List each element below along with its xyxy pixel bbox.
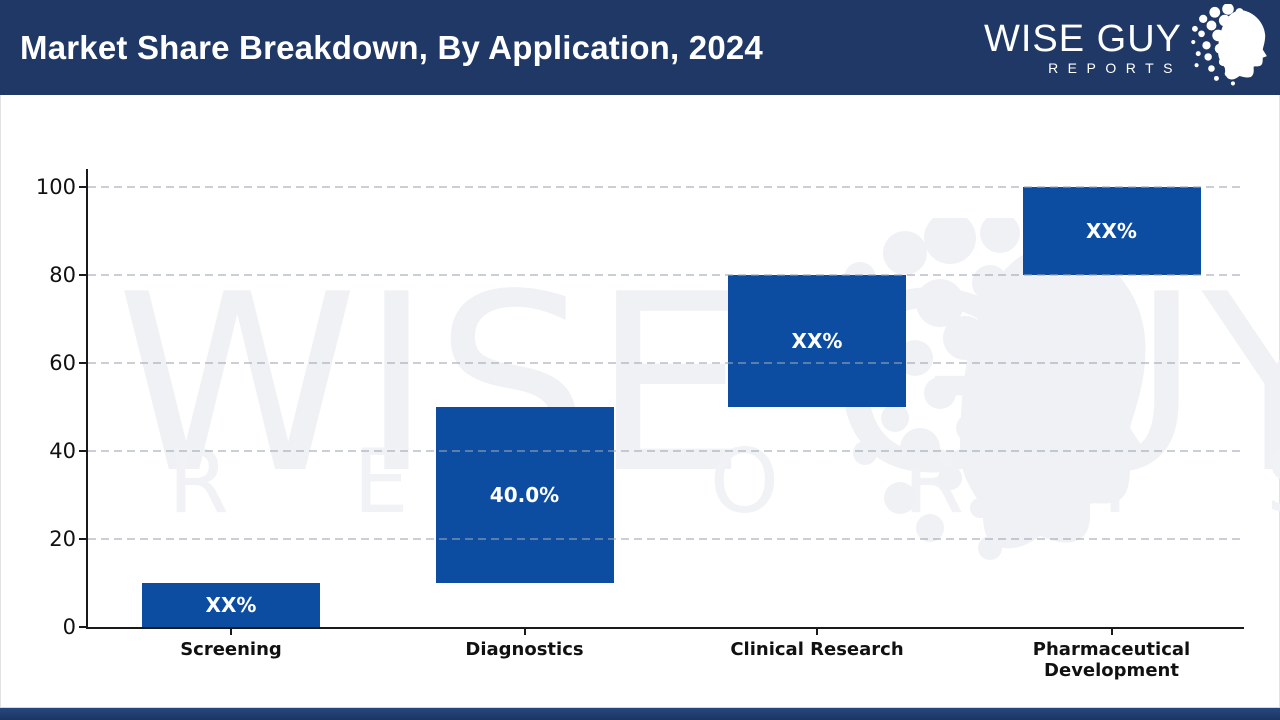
- header-bar: Market Share Breakdown, By Application, …: [0, 0, 1280, 95]
- gridline-40: [88, 450, 1244, 452]
- gridline-80: [88, 274, 1244, 276]
- gridline-20: [88, 538, 1244, 540]
- x-axis-tick: [816, 628, 818, 635]
- bar-segment: [142, 583, 320, 627]
- y-axis-tick-20: [79, 538, 88, 540]
- watermark-head-graphic: [844, 218, 1150, 560]
- x-axis-category-label: Diagnostics: [465, 639, 584, 660]
- logo-head-icon: [1191, 4, 1267, 86]
- y-axis-tick-0: [79, 626, 88, 628]
- x-axis-tick: [1110, 628, 1113, 635]
- logo-wordmark-line1: WISE GUY: [983, 17, 1182, 60]
- bar-segment: [435, 407, 614, 583]
- bar-segment: [728, 275, 906, 407]
- x-axis-category-label: Pharmaceutical Development: [1032, 639, 1191, 681]
- x-axis-line: [86, 627, 1244, 629]
- gridline-60: [88, 362, 1244, 364]
- x-axis-category-label: Clinical Research: [730, 639, 904, 660]
- y-axis-tick-80: [79, 274, 88, 276]
- x-axis-tick: [230, 628, 232, 635]
- chart-title: Market Share Breakdown, By Application, …: [20, 28, 763, 66]
- footer-bar: [0, 707, 1280, 720]
- y-axis-tick-100: [79, 186, 88, 188]
- logo-wordmark: WISE GUY REPORTS: [984, 19, 1182, 76]
- y-axis-tick-label-60: 60: [49, 351, 76, 375]
- x-axis-category-label: Screening: [180, 639, 282, 660]
- y-axis-tick-label-0: 0: [62, 615, 76, 639]
- y-axis-line: [86, 169, 88, 629]
- y-axis-tick-label-20: 20: [49, 527, 76, 551]
- bar-value-label: XX%: [1086, 219, 1137, 243]
- wiseguy-logo: WISE GUY REPORTS: [984, 4, 1272, 90]
- bar-segment: [1022, 187, 1201, 275]
- bar-value-label: 40.0%: [489, 483, 560, 507]
- y-axis-tick-label-100: 100: [35, 175, 76, 199]
- y-axis-tick-label-40: 40: [49, 439, 76, 463]
- bar-value-label: XX%: [791, 329, 843, 353]
- bar-value-label: XX%: [205, 593, 257, 617]
- y-axis-tick-label-80: 80: [49, 263, 76, 287]
- y-axis-tick-40: [79, 450, 88, 452]
- x-axis-tick: [523, 628, 526, 635]
- logo-wordmark-line2: REPORTS: [1048, 59, 1182, 76]
- gridline-100: [88, 186, 1244, 188]
- y-axis-tick-60: [79, 362, 88, 364]
